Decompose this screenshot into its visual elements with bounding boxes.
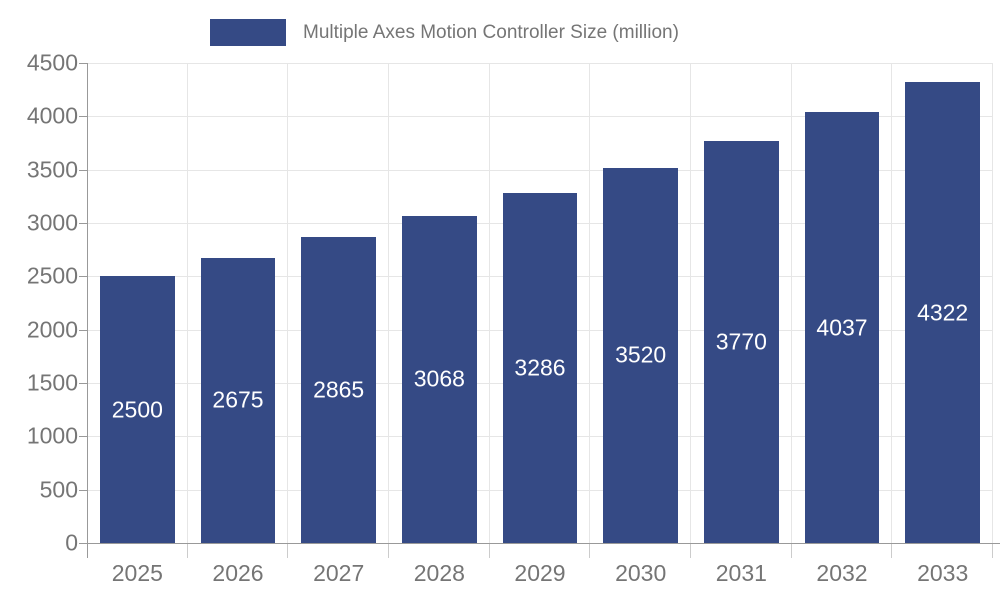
legend-label: Multiple Axes Motion Controller Size (mi…: [303, 22, 679, 43]
y-axis-line: [87, 63, 88, 558]
x-axis-tick: [690, 544, 691, 558]
bar-value-label: 4322: [917, 299, 969, 325]
x-axis-tick-label: 2029: [514, 560, 566, 586]
x-axis-line: [87, 543, 1000, 544]
bar-value-label: 3068: [413, 365, 465, 392]
x-axis-tick: [589, 544, 591, 558]
x-axis-tick-label: 2030: [615, 560, 667, 586]
bar-value-label: 3770: [715, 328, 767, 355]
x-axis-tick-label: 2025: [111, 560, 163, 586]
x-axis-tick-label: 2028: [413, 560, 465, 586]
y-axis-tick-label: 2500: [26, 262, 78, 289]
y-axis-tick-label: 1000: [26, 422, 78, 449]
x-axis-tick: [287, 544, 289, 558]
x-axis-tick-label: 2027: [313, 560, 365, 586]
x-axis-tick: [186, 544, 188, 558]
bar-2026: 2675: [200, 257, 276, 543]
y-axis-tick: [79, 489, 87, 491]
gridline-vertical: [287, 63, 289, 543]
x-axis-tick: [992, 544, 993, 558]
y-axis-tick-label: 3000: [26, 209, 78, 236]
bar-2028: 3068: [402, 215, 477, 543]
bar-2027: 2865: [301, 237, 376, 543]
gridline-vertical: [790, 63, 792, 543]
bar-value-label: 2865: [313, 376, 365, 403]
gridline-vertical: [992, 63, 993, 543]
plot-area: 2500 2675 2865 3068 3286 3520 3770 4037 4322: [87, 63, 993, 543]
x-axis-tick: [388, 544, 389, 558]
y-axis-tick-label: 2000: [26, 316, 78, 343]
bar-2031: 3770: [704, 140, 779, 543]
bar-2032: 4037: [804, 112, 880, 543]
y-axis-tick: [79, 63, 87, 64]
gridline-horizontal: [87, 116, 993, 118]
gridline-vertical: [186, 63, 188, 543]
y-axis-tick: [79, 276, 87, 278]
y-axis-tick: [79, 543, 87, 544]
gridline-vertical: [690, 63, 691, 543]
legend: Multiple Axes Motion Controller Size (mi…: [210, 19, 679, 46]
legend-swatch: [210, 19, 286, 46]
y-axis-tick-label: 4500: [26, 49, 78, 76]
bar-2029: 3286: [502, 192, 578, 543]
bar-2033: 4322: [905, 82, 980, 543]
y-axis-tick: [79, 436, 87, 438]
x-axis-tick: [790, 544, 792, 558]
y-axis-tick-label: 500: [39, 476, 78, 503]
x-axis-tick: [488, 544, 490, 558]
gridline-vertical: [388, 63, 389, 543]
y-axis-tick-label: 0: [65, 529, 78, 556]
gridline-horizontal: [87, 169, 993, 171]
x-axis-tick-label: 2033: [917, 560, 969, 586]
y-axis-tick: [79, 329, 87, 331]
y-axis-tick: [79, 383, 87, 384]
bar-value-label: 2675: [212, 386, 264, 413]
bar-2030: 3520: [603, 167, 678, 543]
x-axis-tick-label: 2026: [212, 560, 264, 586]
y-axis-tick-label: 3500: [26, 156, 78, 183]
y-axis-tick: [79, 116, 87, 118]
x-axis-tick-label: 2031: [715, 560, 767, 586]
x-axis-tick: [891, 544, 893, 558]
y-axis-tick: [79, 223, 87, 224]
y-axis-tick-label: 4000: [26, 102, 78, 129]
bar-value-label: 3286: [514, 354, 566, 381]
y-axis-tick-label: 1500: [26, 369, 78, 396]
gridline-vertical: [589, 63, 591, 543]
bar-2025: 2500: [100, 276, 175, 543]
x-axis-tick-label: 2032: [816, 560, 868, 586]
gridline-vertical: [891, 63, 893, 543]
gridline-vertical: [488, 63, 490, 543]
y-axis-tick: [79, 169, 87, 171]
gridline-horizontal: [87, 63, 993, 64]
bar-value-label: 3520: [615, 341, 667, 368]
bar-value-label: 4037: [816, 314, 868, 341]
bar-value-label: 2500: [111, 396, 163, 423]
